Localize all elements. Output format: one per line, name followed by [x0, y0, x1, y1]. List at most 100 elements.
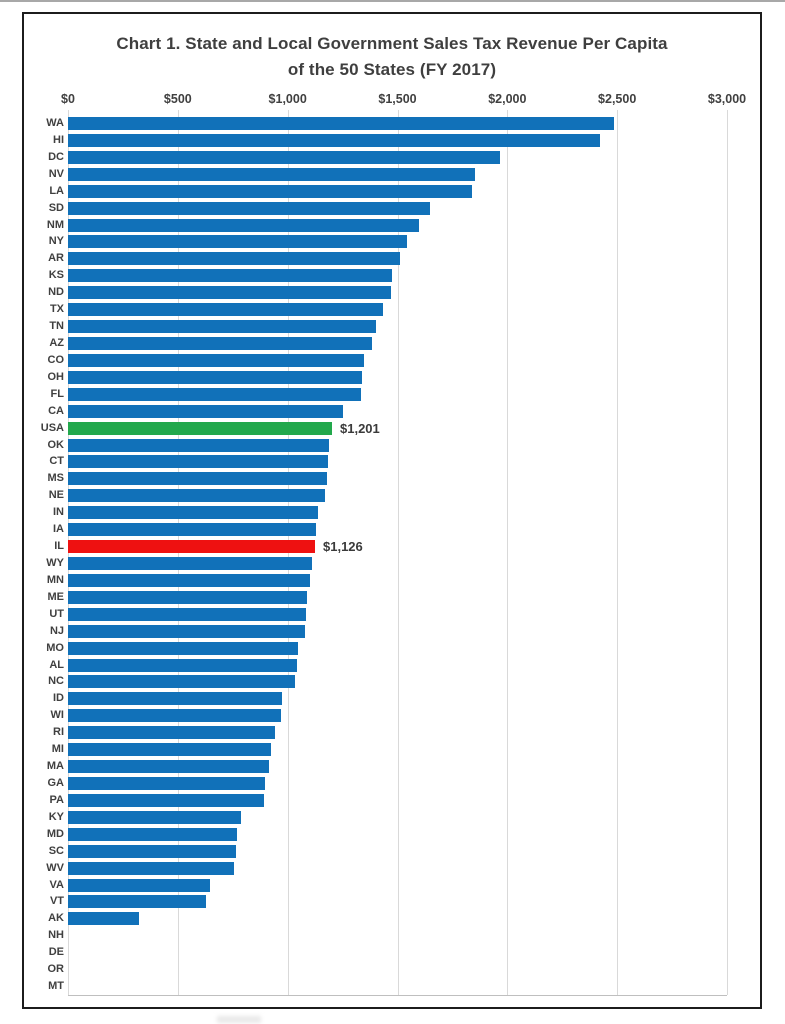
category-label-id: ID [53, 692, 64, 705]
bar-nj [68, 624, 305, 638]
category-label-ks: KS [48, 269, 64, 282]
category-label-wy: WY [46, 556, 64, 569]
category-label-ak: AK [48, 912, 64, 925]
category-label-vt: VT [49, 895, 64, 908]
bar-ar [68, 252, 400, 266]
category-label-ne: NE [48, 489, 64, 502]
category-label-sd: SD [48, 201, 64, 214]
category-label-ca: CA [48, 404, 64, 417]
bar-vt [68, 895, 206, 909]
bar-ok [68, 438, 329, 452]
page-top-rule [0, 0, 785, 2]
x-tick-label-2000: $2,000 [488, 92, 527, 106]
x-tick-label-0: $0 [61, 92, 75, 106]
category-label-tx: TX [49, 303, 64, 316]
category-label-ut: UT [49, 607, 64, 620]
bar-mi [68, 743, 271, 757]
category-label-nm: NM [46, 218, 64, 231]
category-label-il: IL [54, 540, 64, 553]
category-label-nc: NC [48, 675, 64, 688]
category-label-ri: RI [53, 726, 64, 739]
x-tick-label-1000: $1,000 [268, 92, 307, 106]
category-label-ok: OK [47, 438, 65, 451]
chart-title-line1: Chart 1. State and Local Government Sale… [116, 34, 668, 53]
category-label-hi: HI [53, 133, 64, 146]
category-label-nj: NJ [49, 624, 64, 637]
category-label-va: VA [49, 878, 64, 891]
bar-id [68, 692, 282, 706]
category-label-ar: AR [48, 252, 64, 265]
bar-ks [68, 269, 392, 283]
bar-wi [68, 709, 281, 723]
category-label-nd: ND [48, 286, 64, 299]
bar-pa [68, 793, 264, 807]
category-label-de: DE [48, 946, 64, 959]
category-label-in: IN [53, 506, 64, 519]
category-label-mn: MN [46, 573, 64, 586]
bar-ia [68, 523, 316, 537]
category-label-ga: GA [47, 776, 65, 789]
bar-ct [68, 455, 328, 469]
category-label-wa: WA [46, 116, 64, 129]
category-label-wv: WV [46, 861, 64, 874]
bar-dc [68, 150, 500, 164]
bar-ga [68, 776, 265, 790]
page-bleed-artifact [217, 1016, 261, 1023]
bar-me [68, 590, 307, 604]
x-tick-label-2500: $2,500 [598, 92, 637, 106]
bar-ca [68, 404, 343, 418]
bar-usa [68, 421, 332, 435]
x-tick-label-3000: $3,000 [707, 92, 747, 106]
gridline-2500 [617, 110, 618, 995]
category-label-ct: CT [49, 455, 64, 468]
category-label-ms: MS [47, 472, 65, 485]
x-axis-top: $0 $500 $1,000 $1,500 $2,000 $2,500 $3,000 [24, 14, 760, 1007]
category-label-mt: MT [48, 980, 64, 993]
bar-il [68, 540, 315, 554]
category-label-co: CO [47, 353, 65, 366]
category-label-mo: MO [46, 641, 64, 654]
bar-nm [68, 218, 419, 232]
bar-nd [68, 286, 391, 300]
x-tick-label-1500: $1,500 [378, 92, 417, 106]
category-label-or: OR [47, 963, 65, 976]
category-label-usa: USA [40, 421, 64, 434]
bar-nc [68, 675, 295, 689]
bar-oh [68, 370, 362, 384]
bar-wy [68, 556, 312, 570]
category-label-nh: NH [48, 929, 64, 942]
bar-nv [68, 167, 475, 181]
chart-title-line2: of the 50 States (FY 2017) [287, 60, 497, 79]
bar-ne [68, 489, 325, 503]
value-label-il: $1,126 [323, 539, 363, 555]
x-axis-line [68, 995, 727, 996]
bar-fl [68, 387, 361, 401]
gridline-3000 [727, 110, 728, 995]
bar-ut [68, 607, 306, 621]
gridline-2000 [507, 110, 508, 995]
bar-tn [68, 320, 376, 334]
bar-ak [68, 912, 139, 926]
bar-ny [68, 235, 407, 249]
bar-la [68, 184, 472, 198]
category-label-pa: PA [49, 793, 64, 806]
category-label-sc: SC [48, 844, 64, 857]
category-label-ky: KY [48, 810, 64, 823]
chart-frame: Chart 1. State and Local Government Sale… [22, 12, 762, 1009]
bar-mo [68, 641, 298, 655]
category-label-tn: TN [49, 320, 64, 333]
category-label-fl: FL [50, 387, 64, 400]
category-label-al: AL [49, 658, 64, 671]
bar-wa [68, 116, 614, 130]
category-label-la: LA [49, 184, 64, 197]
bar-tx [68, 303, 383, 317]
bar-in [68, 506, 318, 520]
bar-ky [68, 810, 241, 824]
bar-al [68, 658, 297, 672]
x-tick-label-500: $500 [163, 92, 192, 106]
bar-co [68, 353, 364, 367]
plot-area: WA HI DC NV LA SD NM NY AR KS ND TX TN AZ CO OH FL CA USA $… [41, 110, 728, 996]
bar-sc [68, 844, 236, 858]
bar-wv [68, 861, 234, 875]
